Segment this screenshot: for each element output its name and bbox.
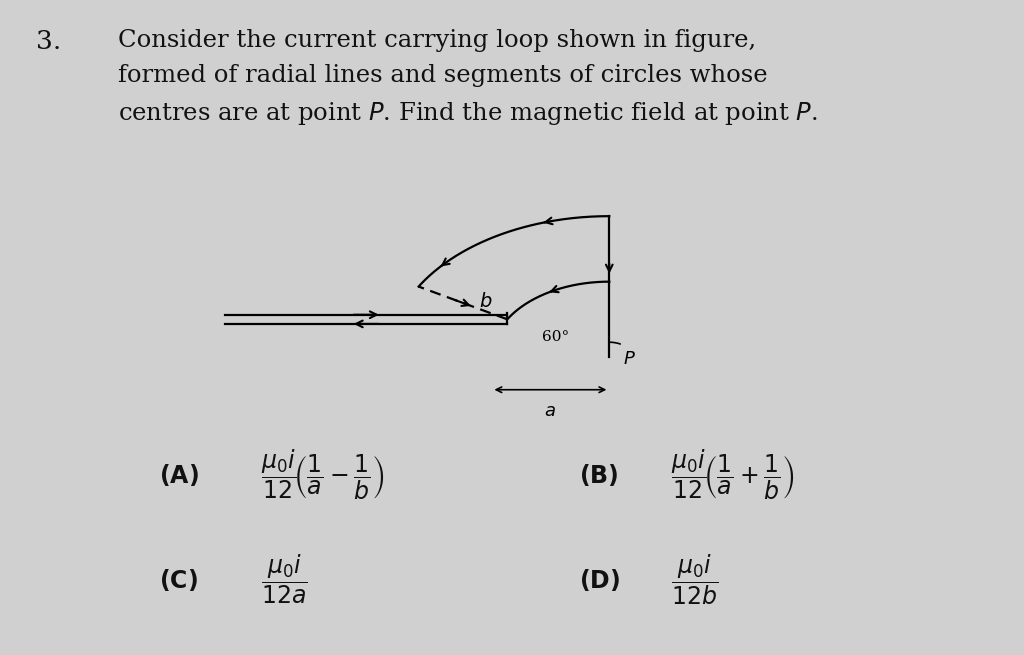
Text: Consider the current carrying loop shown in figure,
formed of radial lines and s: Consider the current carrying loop shown… — [118, 29, 818, 127]
Text: $\mathbf{(A)}$: $\mathbf{(A)}$ — [159, 462, 199, 488]
Text: 3.: 3. — [36, 29, 61, 54]
Text: $\mathbf{(B)}$: $\mathbf{(B)}$ — [579, 462, 618, 488]
Text: $b$: $b$ — [479, 291, 493, 311]
Text: $\dfrac{\mu_0 i}{12a}$: $\dfrac{\mu_0 i}{12a}$ — [261, 553, 307, 607]
Text: $P$: $P$ — [623, 350, 636, 368]
Text: $\mathbf{(C)}$: $\mathbf{(C)}$ — [159, 567, 198, 593]
Text: $\mathbf{(D)}$: $\mathbf{(D)}$ — [579, 567, 620, 593]
Text: $a$: $a$ — [545, 402, 556, 419]
Text: $\dfrac{\mu_0 i}{12b}$: $\dfrac{\mu_0 i}{12b}$ — [671, 552, 718, 607]
Text: 60°: 60° — [543, 330, 569, 345]
Text: $\dfrac{\mu_0 i}{12}\!\left(\dfrac{1}{a}+\dfrac{1}{b}\right)$: $\dfrac{\mu_0 i}{12}\!\left(\dfrac{1}{a}… — [671, 447, 795, 502]
Text: $\dfrac{\mu_0 i}{12}\!\left(\dfrac{1}{a}-\dfrac{1}{b}\right)$: $\dfrac{\mu_0 i}{12}\!\left(\dfrac{1}{a}… — [261, 447, 385, 502]
